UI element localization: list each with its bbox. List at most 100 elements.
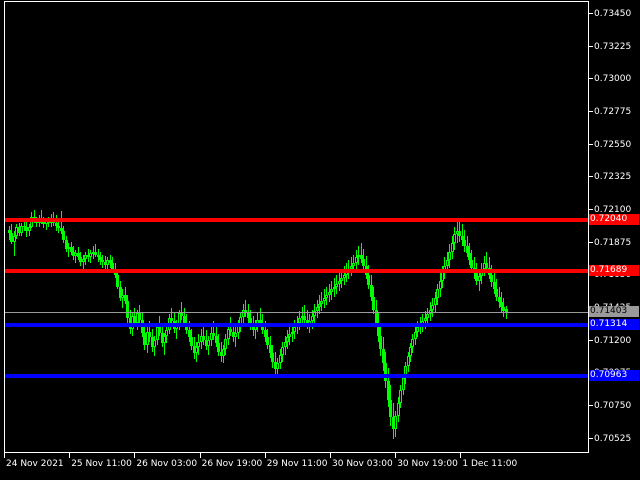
- candle-body: [190, 337, 194, 347]
- candle-body: [145, 331, 149, 345]
- candle-body: [458, 231, 462, 236]
- candle-body: [35, 221, 39, 223]
- candle-body: [10, 232, 14, 242]
- price-axis-tick-label: 0.70750: [594, 401, 632, 411]
- level-line-support-lower[interactable]: [5, 374, 588, 379]
- price-tag-blue[interactable]: 0.71314: [589, 319, 639, 331]
- level-line-current-price[interactable]: [5, 311, 588, 313]
- plot-right-border: [588, 1, 589, 453]
- candle-body: [222, 348, 226, 357]
- price-axis[interactable]: 0.73450 0.73225 0.73000 0.72775 0.72550 0.723…: [589, 0, 640, 453]
- candle-wick: [13, 231, 15, 257]
- candle-body: [298, 318, 302, 323]
- candle-body: [317, 303, 321, 307]
- candle-body: [500, 302, 503, 307]
- candle-body: [212, 332, 216, 336]
- price-tag-label: 0.70963: [590, 370, 628, 381]
- candle-body: [118, 286, 122, 299]
- candle-body: [96, 254, 100, 258]
- candle-body: [226, 328, 230, 339]
- candle-body: [450, 242, 454, 252]
- candle-body: [416, 327, 420, 332]
- candle-wick: [181, 302, 183, 320]
- candle-body: [224, 338, 228, 349]
- candle-wick: [486, 251, 488, 272]
- candle-body: [86, 254, 90, 258]
- candle-body: [234, 332, 238, 338]
- candle-body: [219, 351, 223, 357]
- candle-body: [436, 289, 440, 299]
- candle-body: [335, 283, 339, 287]
- candle-body: [330, 289, 334, 293]
- time-axis-tick-label: 30 Nov 19:00: [397, 459, 458, 469]
- price-axis-tick: 0.73000: [589, 74, 640, 85]
- candle-body: [263, 330, 267, 338]
- candle-wick: [259, 308, 261, 328]
- price-tag-gray[interactable]: 0.71403: [589, 306, 639, 318]
- candle-body: [246, 312, 250, 319]
- time-axis[interactable]: 24 Nov 2021 25 Nov 11:00 26 Nov 03:00 26 No…: [0, 453, 640, 480]
- candle-wick: [306, 309, 308, 329]
- candle-wick: [45, 218, 47, 230]
- candle-body: [468, 253, 472, 261]
- candle-body: [445, 260, 449, 267]
- candle-body: [369, 285, 373, 297]
- candle-body: [182, 315, 186, 323]
- price-axis-tick: 0.71200: [589, 336, 640, 347]
- price-tag-red[interactable]: 0.71689: [589, 264, 639, 276]
- tick-dash-icon: [589, 437, 593, 439]
- price-tag-red[interactable]: 0.72040: [589, 213, 639, 225]
- tick-dash-icon: [589, 339, 593, 341]
- candle-body: [406, 356, 410, 367]
- candle-body: [276, 363, 280, 370]
- candle-body: [502, 306, 506, 312]
- candle-body: [22, 225, 26, 227]
- price-tag-blue[interactable]: 0.70963: [589, 370, 639, 382]
- candle-body: [217, 343, 221, 352]
- candle-wick: [82, 254, 84, 270]
- candle-body: [497, 296, 501, 303]
- candle-body: [111, 263, 115, 270]
- candle-body: [273, 362, 277, 370]
- candle-body: [138, 312, 142, 320]
- candle-body: [315, 306, 319, 312]
- level-line-resistance-lower[interactable]: [5, 268, 588, 273]
- candle-body: [197, 341, 201, 348]
- candle-body: [325, 295, 329, 299]
- candle-body: [453, 234, 457, 243]
- price-axis-tick: 0.73225: [589, 42, 640, 53]
- candle-body: [305, 319, 309, 325]
- candle-wick: [461, 224, 463, 246]
- candle-body: [17, 227, 21, 233]
- chart-plot-area[interactable]: [5, 2, 588, 452]
- candle-body: [69, 247, 73, 252]
- candle-body: [411, 338, 415, 348]
- time-axis-tick-label: 25 Nov 11:00: [71, 459, 132, 469]
- candle-wick: [235, 327, 237, 348]
- level-line-support-upper[interactable]: [5, 323, 588, 328]
- time-axis-tick: [134, 453, 136, 458]
- time-axis-tick-label: 24 Nov 2021: [6, 459, 64, 469]
- candle-body: [303, 315, 307, 320]
- candle-body: [158, 327, 162, 333]
- candle-body: [354, 257, 358, 264]
- candle-wick: [75, 250, 77, 264]
- time-axis-tick-label: 30 Nov 03:00: [332, 459, 393, 469]
- candle-body: [251, 325, 255, 331]
- candle-body: [337, 280, 341, 284]
- candle-body: [477, 276, 481, 281]
- candle-body: [391, 417, 395, 429]
- candle-body: [475, 273, 479, 281]
- candle-body: [293, 327, 297, 332]
- candle-body: [342, 274, 346, 278]
- candle-body: [332, 286, 336, 290]
- candle-body: [490, 274, 494, 283]
- candle-body: [278, 354, 282, 364]
- candle-body: [359, 254, 363, 259]
- candle-body: [209, 332, 213, 341]
- candle-body: [372, 296, 376, 310]
- tick-dash-icon: [589, 143, 593, 145]
- level-line-resistance-upper[interactable]: [5, 217, 588, 222]
- candle-body: [394, 415, 398, 429]
